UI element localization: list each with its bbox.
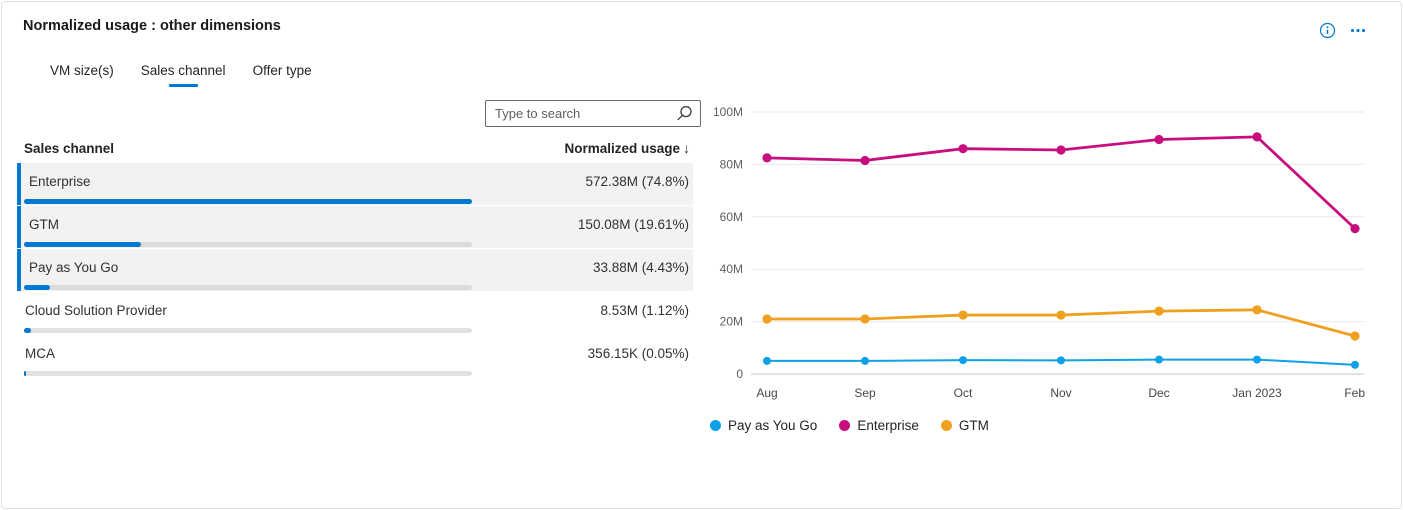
table-row-cloud-solution-provider[interactable]: Cloud Solution Provider 8.53M (1.12%): [17, 292, 693, 334]
data-point-enterprise: [762, 153, 772, 163]
table-row-gtm[interactable]: GTM 150.08M (19.61%): [17, 206, 693, 248]
x-axis-tick-label: Nov: [1050, 386, 1071, 400]
legend-item-pay-as-you-go[interactable]: Pay as You Go: [710, 418, 817, 433]
row-value: 8.53M (1.12%): [600, 303, 689, 318]
legend-label: GTM: [958, 418, 989, 433]
legend-label: Pay as You Go: [728, 418, 818, 433]
page-title: Normalized usage : other dimensions: [23, 18, 281, 34]
usage-bar-fill: [24, 285, 51, 290]
x-axis-tick-label: Dec: [1148, 386, 1169, 400]
row-value: 150.08M (19.61%): [577, 217, 689, 232]
data-point-pay-as-you-go: [1351, 360, 1359, 369]
tab-label: Sales channel: [140, 63, 226, 78]
usage-bar-fill: [24, 199, 472, 204]
legend-dot: [940, 420, 952, 431]
x-axis-tick-label: Aug: [756, 386, 777, 400]
tab-vm-size-s[interactable]: VM size(s): [50, 63, 114, 87]
usage-line-chart: 0 20M 40M 60M 80M 100M Aug Sep Oct Nov Dec Jan 2023…: [713, 105, 1365, 400]
data-point-pay-as-you-go: [763, 356, 771, 365]
search-input[interactable]: [485, 100, 701, 127]
row-value: 356.15K (0.05%): [587, 346, 689, 361]
header-icons: [1318, 21, 1367, 39]
usage-bar-fill: [24, 328, 31, 333]
data-point-pay-as-you-go: [959, 356, 967, 365]
usage-bar-track: [24, 328, 472, 333]
legend-item-gtm[interactable]: GTM: [940, 418, 989, 433]
legend-dot: [710, 420, 721, 431]
table-row-enterprise[interactable]: Enterprise 572.38M (74.8%): [17, 163, 693, 205]
info-icon[interactable]: [1318, 21, 1336, 39]
sort-desc-icon: ↓: [683, 140, 690, 156]
tab-sales-channel[interactable]: Sales channel: [141, 63, 226, 87]
y-axis-tick-label: 60M: [720, 210, 743, 224]
tab-selected-underline: [268, 84, 297, 87]
more-options-icon[interactable]: [1349, 21, 1367, 39]
data-point-pay-as-you-go: [1155, 355, 1163, 364]
data-point-enterprise: [1154, 134, 1164, 145]
data-point-gtm: [958, 310, 968, 320]
row-label: GTM: [29, 217, 59, 232]
row-value: 33.88M (4.43%): [592, 260, 689, 275]
sales-channel-table-panel: Sales channel Normalized usage↓ Enterpri…: [17, 100, 701, 378]
tab-bar: VM size(s) Sales channel Offer type: [50, 63, 312, 87]
data-point-gtm: [1056, 310, 1066, 320]
row-value: 572.38M (74.8%): [585, 174, 689, 189]
usage-chart-panel: 0 20M 40M 60M 80M 100M Aug Sep Oct Nov Dec Jan 2023…: [707, 97, 1389, 420]
tab-label: Offer type: [252, 63, 312, 78]
table-row-pay-as-you-go[interactable]: Pay as You Go 33.88M (4.43%): [17, 249, 693, 291]
x-axis-tick-label: Oct: [954, 386, 973, 400]
usage-bar-track: [24, 242, 472, 247]
data-point-gtm: [860, 314, 870, 324]
tab-label: VM size(s): [50, 63, 114, 78]
data-point-enterprise: [860, 155, 870, 166]
usage-bar-fill: [24, 242, 142, 247]
legend-item-enterprise[interactable]: Enterprise: [839, 418, 919, 433]
row-label: MCA: [25, 346, 55, 361]
x-axis-tick-label: Sep: [854, 386, 876, 400]
row-label: Cloud Solution Provider: [25, 303, 167, 318]
data-point-gtm: [762, 314, 772, 324]
data-point-gtm: [1350, 331, 1360, 341]
row-label: Pay as You Go: [29, 260, 119, 275]
usage-bar-fill: [24, 371, 26, 376]
data-point-pay-as-you-go: [1253, 355, 1261, 364]
legend-label: Enterprise: [857, 418, 919, 433]
data-point-enterprise: [958, 144, 968, 154]
data-point-pay-as-you-go: [861, 356, 869, 365]
data-point-enterprise: [1252, 132, 1262, 142]
search-box: [485, 100, 701, 127]
row-label: Enterprise: [29, 174, 91, 189]
y-axis-tick-label: 20M: [720, 315, 743, 329]
column-header-sales-channel[interactable]: Sales channel: [24, 141, 115, 156]
chart-legend: Pay as You Go Enterprise GTM: [710, 418, 989, 433]
tab-selected-underline: [168, 84, 198, 87]
table-body: Enterprise 572.38M (74.8%) GTM 150.08M (19.…: [17, 163, 693, 377]
usage-bar-track: [24, 371, 472, 376]
data-point-gtm: [1252, 305, 1262, 315]
tab-offer-type[interactable]: Offer type: [253, 63, 312, 87]
y-axis-tick-label: 80M: [720, 157, 743, 171]
tab-selected-underline: [67, 84, 96, 87]
column-header-label: Normalized usage: [564, 141, 680, 156]
column-header-normalized-usage[interactable]: Normalized usage ↓: [564, 140, 690, 156]
x-axis-tick-label: Jan 2023: [1232, 386, 1282, 400]
data-point-enterprise: [1350, 223, 1360, 234]
usage-bar-track: [24, 199, 472, 204]
legend-dot: [839, 420, 851, 431]
data-point-gtm: [1154, 306, 1164, 316]
data-point-pay-as-you-go: [1057, 356, 1065, 365]
y-axis-tick-label: 0: [736, 367, 743, 381]
y-axis-tick-label: 100M: [713, 105, 743, 119]
y-axis-tick-label: 40M: [720, 262, 743, 276]
table-row-mca[interactable]: MCA 356.15K (0.05%): [17, 335, 693, 377]
usage-bar-track: [24, 285, 472, 290]
data-point-enterprise: [1056, 145, 1066, 155]
x-axis-tick-label: Feb: [1344, 386, 1365, 400]
table-header: Sales channel Normalized usage ↓: [17, 140, 693, 156]
search-icon[interactable]: [676, 105, 693, 127]
